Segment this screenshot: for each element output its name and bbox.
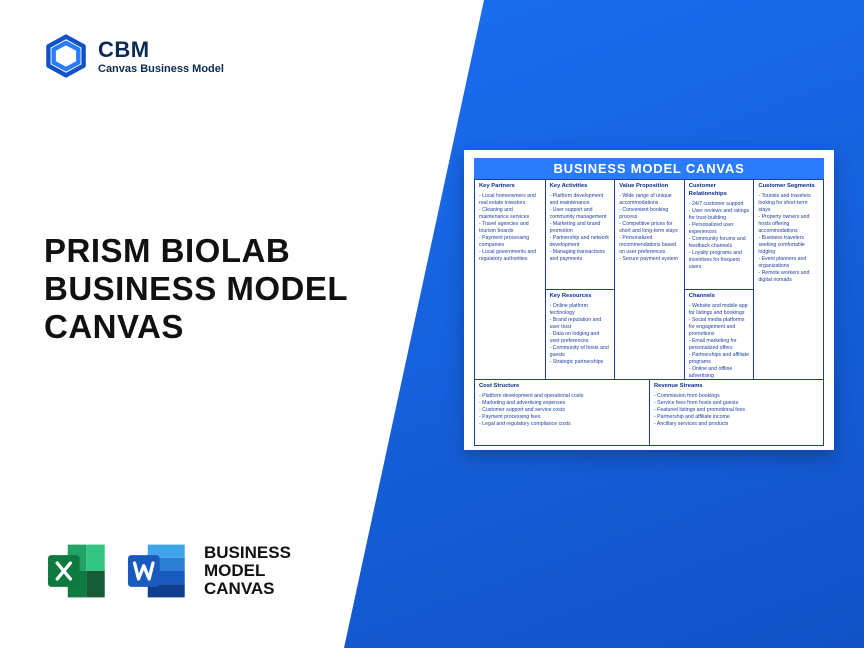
list-item: Personalized recommendations based on us… <box>619 235 680 256</box>
list-item: Partnership and network development <box>550 235 611 249</box>
list-item: Community of hosts and guests <box>550 345 611 359</box>
list-item: Convenient booking process <box>619 207 680 221</box>
list-item: Loyalty programs and incentives for freq… <box>689 250 750 271</box>
list-item: Competitive prices for short and long-te… <box>619 221 680 235</box>
heading-value-proposition: Value Proposition <box>619 183 680 191</box>
brand-acronym: CBM <box>98 37 224 63</box>
brand-subtitle: Canvas Business Model <box>98 63 224 75</box>
list-item: Managing transactions and payments <box>550 249 611 263</box>
cell-key-activities: Key Activities Platform development and … <box>545 179 615 289</box>
list-item: Brand reputation and user trust <box>550 317 611 331</box>
cell-customer-relationships: Customer Relationships 24/7 customer sup… <box>684 179 754 289</box>
cell-channels: Channels Website and mobile app for list… <box>684 289 754 379</box>
list-item: Cleaning and maintenance services <box>479 207 541 221</box>
list-item: User reviews and ratings for trust-build… <box>689 208 750 222</box>
list-item: Marketing and brand promotion <box>550 221 611 235</box>
heading-key-resources: Key Resources <box>550 293 611 301</box>
list-item: Commission from bookings <box>654 393 819 400</box>
list-item: Travel agencies and tourism boards <box>479 221 541 235</box>
list-item: Wide range of unique accommodations <box>619 193 680 207</box>
list-key-resources: Online platform technologyBrand reputati… <box>550 303 611 366</box>
page-title: PRISM BIOLAB BUSINESS MODEL CANVAS <box>44 232 424 346</box>
list-value-proposition: Wide range of unique accommodationsConve… <box>619 193 680 263</box>
list-item: Platform development and operational cos… <box>479 393 645 400</box>
heading-cost-structure: Cost Structure <box>479 383 645 391</box>
list-key-partners: Local homeowners and real estate investo… <box>479 193 541 263</box>
cell-cost-structure: Cost Structure Platform development and … <box>475 379 649 445</box>
list-item: Local governments and regulatory authori… <box>479 249 541 263</box>
list-item: Strategic partnerships <box>550 359 611 366</box>
list-item: Community forums and feedback channels <box>689 236 750 250</box>
heading-key-activities: Key Activities <box>550 183 611 191</box>
canvas-title: BUSINESS MODEL CANVAS <box>474 158 824 179</box>
page-root: CBM Canvas Business Model PRISM BIOLAB B… <box>0 0 864 648</box>
list-item: Event planners and organizations <box>758 256 819 270</box>
list-item: Online platform technology <box>550 303 611 317</box>
cell-revenue-streams: Revenue Streams Commission from bookings… <box>649 379 823 445</box>
list-item: Marketing and advertising expenses <box>479 400 645 407</box>
bottom-apps-row: BUSINESS MODEL CANVAS <box>44 538 291 604</box>
list-item: Website and mobile app for listings and … <box>689 303 750 317</box>
excel-icon <box>44 538 110 604</box>
heading-customer-relationships: Customer Relationships <box>689 183 750 199</box>
list-item: Secure payment system <box>619 256 680 263</box>
list-item: Service fees from hosts and guests <box>654 400 819 407</box>
cell-key-resources: Key Resources Online platform technology… <box>545 289 615 379</box>
list-item: Platform development and maintenance <box>550 193 611 207</box>
list-item: Business travelers seeking comfortable l… <box>758 235 819 256</box>
heading-customer-segments: Customer Segments <box>758 183 819 191</box>
list-item: Online and offline advertising <box>689 366 750 379</box>
list-item: Personalized user experiences <box>689 222 750 236</box>
hex-logo-icon <box>44 34 88 78</box>
list-item: Social media platforms for engagement an… <box>689 317 750 338</box>
brand-text: CBM Canvas Business Model <box>98 37 224 75</box>
list-item: Featured listings and promotional fees <box>654 407 819 414</box>
heading-revenue-streams: Revenue Streams <box>654 383 819 391</box>
list-customer-relationships: 24/7 customer supportUser reviews and ra… <box>689 201 750 271</box>
list-item: Payment processing fees <box>479 414 645 421</box>
bmc-label-line-2: MODEL <box>204 562 291 580</box>
list-item: Email marketing for personalized offers <box>689 338 750 352</box>
heading-channels: Channels <box>689 293 750 301</box>
cell-key-partners: Key Partners Local homeowners and real e… <box>475 179 545 379</box>
list-item: User support and community management <box>550 207 611 221</box>
list-channels: Website and mobile app for listings and … <box>689 303 750 379</box>
canvas-preview-card: BUSINESS MODEL CANVAS Key Partners Local… <box>464 150 834 450</box>
list-item: Remote workers and digital nomads <box>758 270 819 284</box>
list-item: Customer support and service costs <box>479 407 645 414</box>
title-line-2: BUSINESS MODEL <box>44 270 424 308</box>
list-item: Data on lodging and user preferences <box>550 331 611 345</box>
canvas-grid: Key Partners Local homeowners and real e… <box>474 179 824 446</box>
list-item: Local homeowners and real estate investo… <box>479 193 541 207</box>
list-item: Tourists and travelers looking for short… <box>758 193 819 214</box>
list-key-activities: Platform development and maintenanceUser… <box>550 193 611 263</box>
list-item: Property owners and hosts offering accom… <box>758 214 819 235</box>
list-revenue-streams: Commission from bookingsService fees fro… <box>654 393 819 428</box>
title-line-3: CANVAS <box>44 308 424 346</box>
bmc-label-line-3: CANVAS <box>204 580 291 598</box>
list-item: Legal and regulatory compliance costs <box>479 421 645 428</box>
cell-customer-segments: Customer Segments Tourists and travelers… <box>753 179 823 379</box>
cell-value-proposition: Value Proposition Wide range of unique a… <box>614 179 684 379</box>
list-customer-segments: Tourists and travelers looking for short… <box>758 193 819 284</box>
list-item: 24/7 customer support <box>689 201 750 208</box>
bmc-label-line-1: BUSINESS <box>204 544 291 562</box>
heading-key-partners: Key Partners <box>479 183 541 191</box>
list-item: Ancillary services and products <box>654 421 819 428</box>
title-line-1: PRISM BIOLAB <box>44 232 424 270</box>
list-cost-structure: Platform development and operational cos… <box>479 393 645 428</box>
bmc-label: BUSINESS MODEL CANVAS <box>204 544 291 598</box>
brand-logo: CBM Canvas Business Model <box>44 34 224 78</box>
list-item: Payment processing companies <box>479 235 541 249</box>
word-icon <box>124 538 190 604</box>
list-item: Partnerships and affiliate programs <box>689 352 750 366</box>
list-item: Partnership and affiliate income <box>654 414 819 421</box>
